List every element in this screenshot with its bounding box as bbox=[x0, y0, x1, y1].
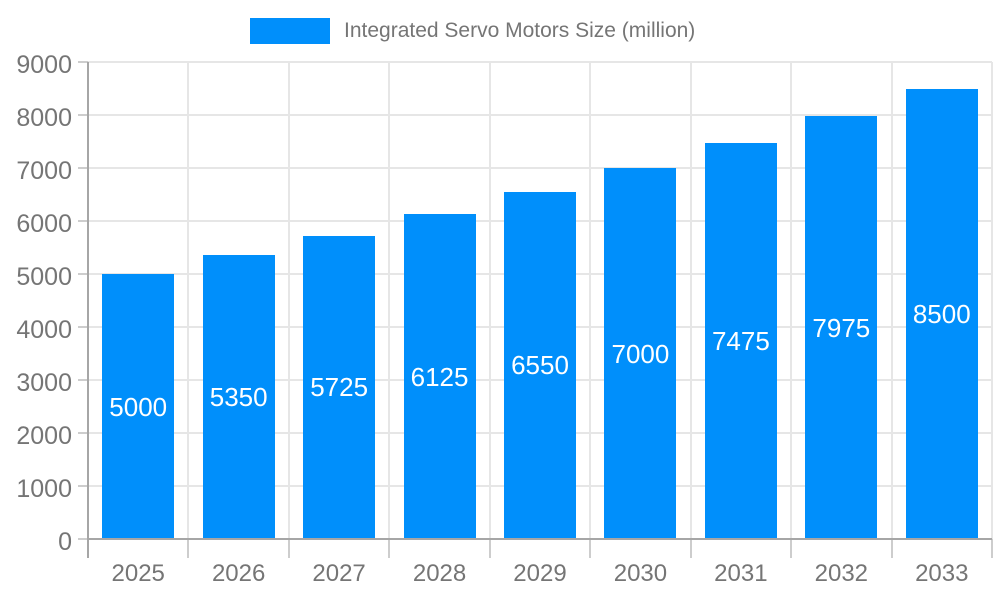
bar-2032[interactable] bbox=[805, 116, 878, 539]
y-axis-tick-label: 7000 bbox=[16, 157, 72, 185]
bar-value-label: 7000 bbox=[611, 338, 670, 369]
gridline-vertical bbox=[689, 62, 692, 539]
y-axis-tick bbox=[78, 114, 88, 116]
gridline-horizontal bbox=[88, 61, 992, 63]
bar-2030[interactable] bbox=[604, 168, 677, 539]
gridline-horizontal bbox=[88, 167, 992, 169]
x-axis-tick bbox=[589, 539, 592, 558]
y-axis-tick-label: 5000 bbox=[16, 263, 72, 291]
bar-value-label: 5000 bbox=[109, 391, 168, 422]
x-axis-tick-label: 2029 bbox=[513, 560, 567, 587]
x-axis-tick bbox=[488, 539, 491, 558]
gridline-vertical bbox=[488, 62, 491, 539]
bar-value-label: 6125 bbox=[410, 361, 469, 392]
gridline-vertical bbox=[991, 62, 993, 539]
gridline-vertical bbox=[187, 62, 190, 539]
y-axis-tick bbox=[78, 379, 88, 381]
gridline-vertical bbox=[388, 62, 391, 539]
bar-value-label: 6550 bbox=[511, 350, 569, 381]
y-axis-tick-label: 8000 bbox=[16, 104, 72, 132]
y-axis-tick bbox=[78, 220, 88, 222]
x-axis-tick-label: 2030 bbox=[613, 560, 668, 587]
y-axis-tick bbox=[78, 538, 88, 540]
legend-item[interactable]: Integrated Servo Motors Size (million) bbox=[250, 18, 695, 44]
y-axis-tick bbox=[78, 432, 88, 434]
y-axis-tick bbox=[78, 61, 88, 63]
x-axis-tick bbox=[890, 539, 893, 558]
y-axis-tick bbox=[78, 167, 88, 169]
y-axis-tick-label: 1000 bbox=[16, 475, 72, 503]
bar-2028[interactable] bbox=[403, 214, 476, 539]
legend-label: Integrated Servo Motors Size (million) bbox=[344, 19, 696, 42]
bar-value-label: 7975 bbox=[812, 312, 871, 343]
bar-value-label: 7475 bbox=[711, 325, 770, 356]
x-axis-line bbox=[88, 538, 992, 540]
bar-2031[interactable] bbox=[704, 142, 777, 539]
bar-2033[interactable] bbox=[905, 88, 978, 539]
x-axis-tick bbox=[790, 539, 793, 558]
y-axis-tick-label: 0 bbox=[58, 528, 72, 556]
bar-value-label: 5350 bbox=[209, 382, 268, 413]
y-axis-tick-label: 4000 bbox=[16, 316, 72, 344]
gridline-horizontal bbox=[88, 114, 992, 116]
gridline-vertical bbox=[790, 62, 793, 539]
bar-2029[interactable] bbox=[504, 191, 576, 539]
x-axis-tick-label: 2028 bbox=[412, 560, 467, 587]
gridline-vertical bbox=[589, 62, 592, 539]
y-axis-tick bbox=[78, 326, 88, 328]
x-axis-tick bbox=[388, 539, 391, 558]
x-axis-tick-label: 2026 bbox=[211, 560, 266, 587]
x-axis-tick-label: 2031 bbox=[714, 560, 768, 587]
gridline-vertical bbox=[890, 62, 893, 539]
y-axis-tick-label: 3000 bbox=[16, 369, 72, 397]
bar-2025[interactable] bbox=[102, 274, 175, 539]
legend-color-swatch bbox=[250, 18, 330, 44]
y-axis-tick-label: 6000 bbox=[16, 210, 72, 238]
bar-value-label: 8500 bbox=[912, 298, 971, 329]
x-axis-tick bbox=[287, 539, 290, 558]
x-axis-tick-label: 2027 bbox=[312, 560, 366, 587]
x-axis-tick bbox=[689, 539, 692, 558]
y-axis-line bbox=[87, 62, 89, 558]
y-axis-tick bbox=[78, 273, 88, 275]
y-axis-tick-label: 2000 bbox=[16, 422, 72, 450]
x-axis-tick bbox=[991, 539, 993, 558]
y-axis-tick bbox=[78, 485, 88, 487]
bar-value-label: 5725 bbox=[310, 372, 369, 403]
y-axis-tick-label: 9000 bbox=[16, 51, 72, 79]
x-axis-tick-label: 2025 bbox=[111, 560, 165, 587]
gridline-vertical bbox=[287, 62, 290, 539]
bar-2027[interactable] bbox=[303, 235, 376, 539]
x-axis-tick bbox=[187, 539, 190, 558]
bar-2026[interactable] bbox=[202, 255, 275, 539]
x-axis-tick-label: 2033 bbox=[915, 560, 969, 587]
x-axis-tick-label: 2032 bbox=[814, 560, 869, 587]
